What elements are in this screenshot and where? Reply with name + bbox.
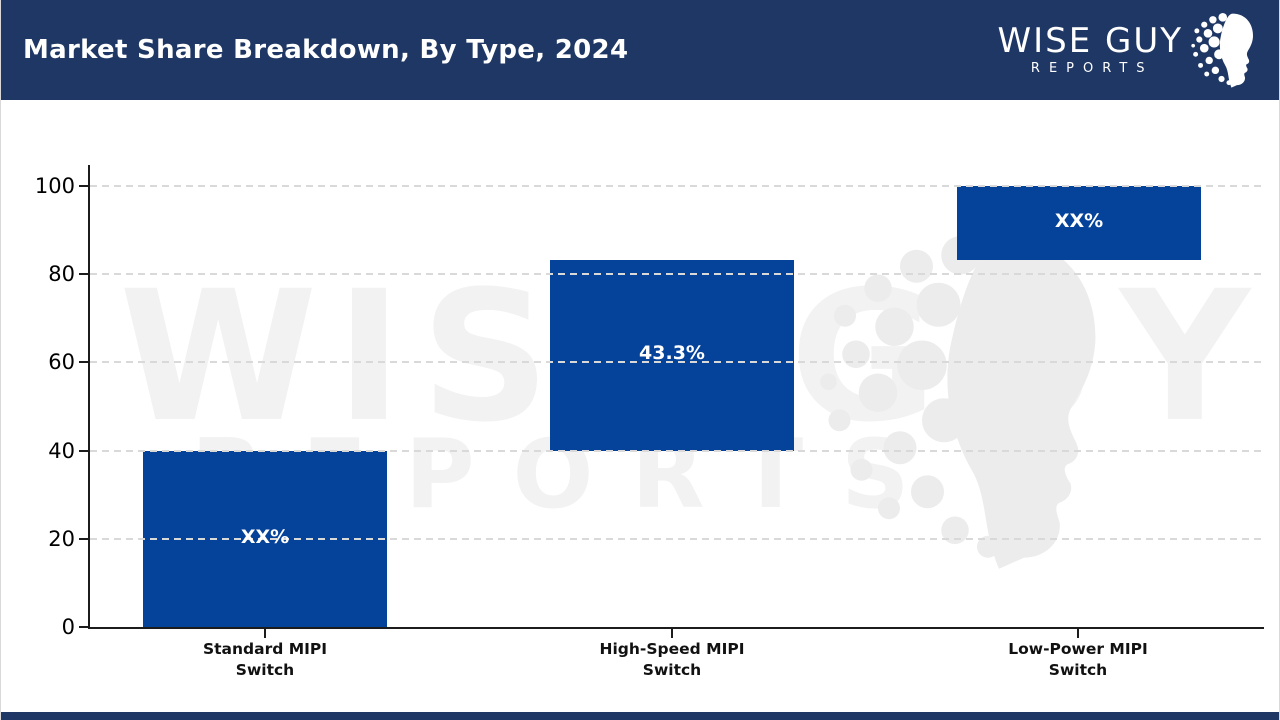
y-tick-label: 0: [61, 615, 75, 639]
x-category-line2: Switch: [1048, 661, 1108, 679]
bar-value-label: XX%: [240, 525, 290, 548]
wiseguy-logo: WISE GUY REPORTS: [997, 9, 1261, 91]
header-band: Market Share Breakdown, By Type, 2024 WI…: [1, 0, 1279, 100]
x-category-line2: Switch: [235, 661, 295, 679]
chart-title: Market Share Breakdown, By Type, 2024: [23, 35, 629, 65]
x-axis-line: [88, 627, 1264, 629]
logo-text: WISE GUY REPORTS: [997, 24, 1183, 76]
y-tick-mark: [79, 537, 89, 540]
bar-value-label: 43.3%: [639, 342, 705, 365]
x-category-label: High-Speed MIPI Switch: [512, 639, 832, 681]
y-tick-mark: [79, 185, 89, 187]
grid-line: [90, 185, 1263, 187]
grid-line: [90, 361, 1263, 364]
bar-value-label: XX%: [1054, 209, 1104, 232]
watermark-face-icon: [820, 236, 1096, 569]
x-tick-mark: [264, 629, 266, 638]
x-category-label: Standard MIPI Switch: [105, 639, 425, 681]
footer-band: [1, 712, 1279, 720]
logo-wiseguy-text: WISE GUY: [997, 21, 1183, 61]
y-tick-mark: [79, 449, 89, 452]
x-category-line1: Standard MIPI: [202, 640, 328, 658]
y-tick-label: 40: [48, 438, 75, 463]
y-tick-label: 80: [48, 262, 75, 287]
y-tick-mark: [79, 361, 89, 364]
x-category-line1: Low-Power MIPI: [1008, 640, 1148, 658]
x-category-label: Low-Power MIPI Switch: [918, 639, 1238, 681]
bar: [550, 259, 794, 451]
grid-line: [90, 273, 1263, 276]
y-axis-line: [88, 165, 90, 629]
wiseguy-face-icon: [1191, 13, 1254, 88]
x-category-line2: Switch: [642, 661, 702, 679]
y-tick-mark: [79, 626, 89, 628]
grid-line: [90, 449, 1263, 452]
x-category-line1: High-Speed MIPI: [599, 640, 745, 658]
logo-reports-text: REPORTS: [1030, 61, 1154, 76]
y-tick-label: 100: [34, 174, 75, 198]
y-tick-label: 20: [48, 526, 75, 551]
y-tick-label: 60: [48, 350, 75, 375]
x-tick-mark: [1077, 629, 1079, 638]
grid-line: [90, 537, 1263, 540]
x-tick-mark: [671, 629, 673, 638]
bar: [957, 186, 1201, 260]
y-tick-mark: [79, 273, 89, 276]
